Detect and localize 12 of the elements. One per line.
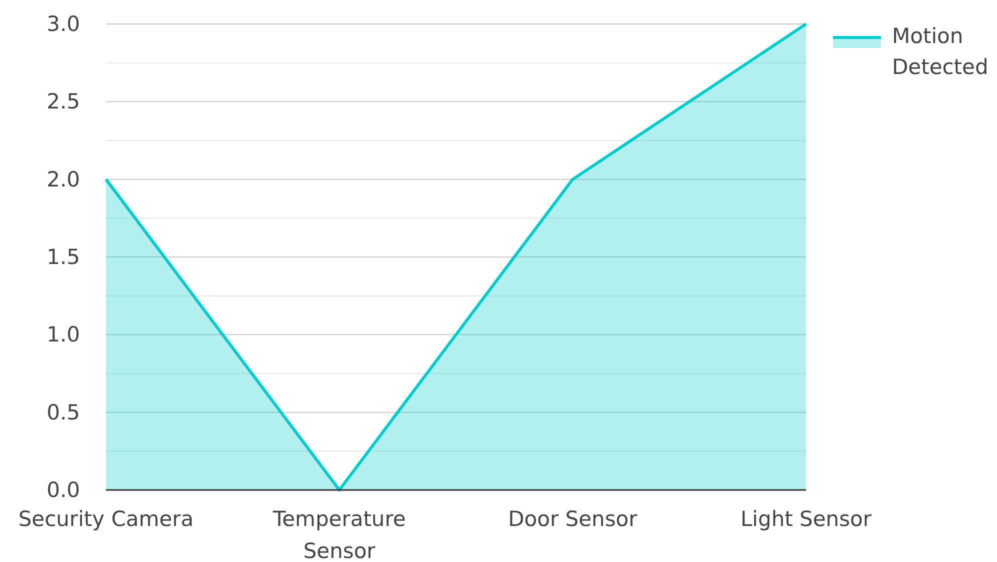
y-tick-label: 1.5 bbox=[46, 245, 80, 269]
y-tick-label: 0.5 bbox=[46, 400, 80, 424]
y-tick-label: 1.0 bbox=[46, 322, 80, 347]
x-tick-label: Light Sensor bbox=[740, 507, 872, 531]
legend-label: Motion Detected bbox=[892, 24, 988, 79]
y-tick-label: 3.0 bbox=[46, 12, 80, 36]
x-tick-label: Temperature Sensor bbox=[272, 507, 406, 562]
y-tick-label: 2.0 bbox=[46, 167, 80, 192]
y-tick-label: 0.0 bbox=[46, 478, 80, 502]
y-tick-label: 2.5 bbox=[46, 90, 80, 114]
x-tick-label: Door Sensor bbox=[508, 507, 638, 531]
x-tick-label: Security Camera bbox=[18, 507, 194, 531]
